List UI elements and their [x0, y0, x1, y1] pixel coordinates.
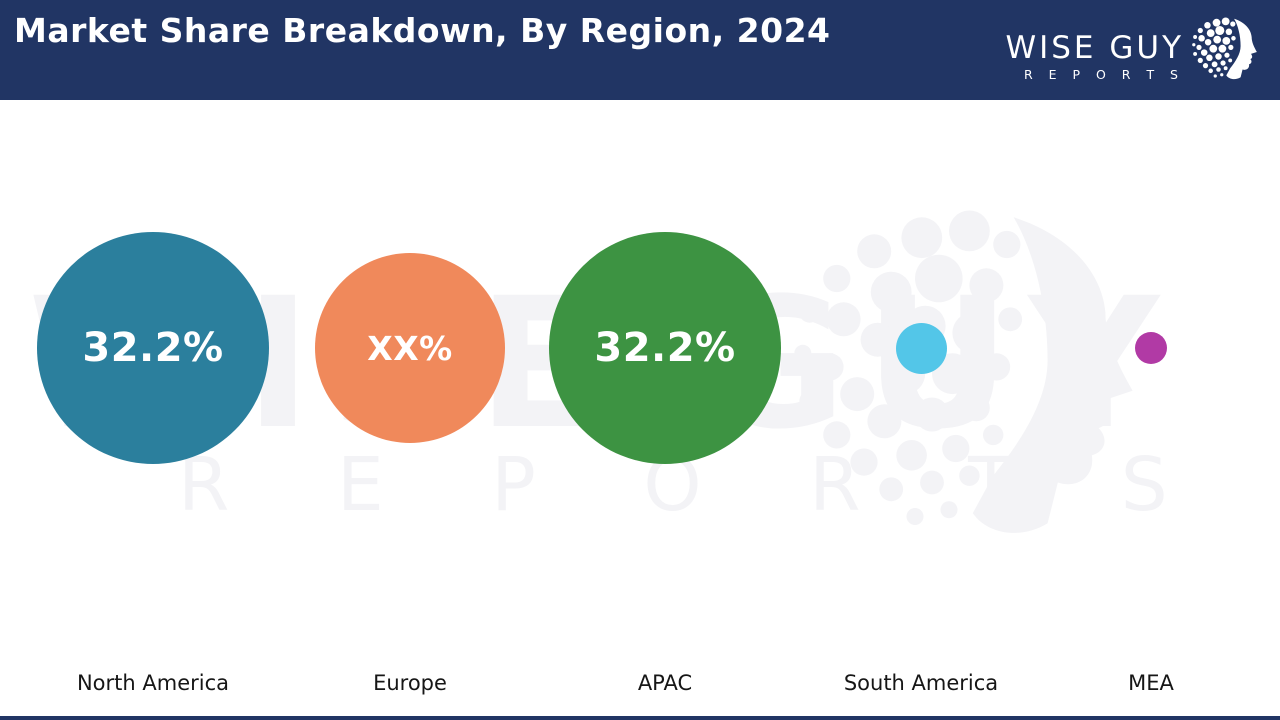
logo-subtitle: R E P O R T S	[1023, 67, 1184, 83]
category-label-north-america: North America	[76, 671, 230, 695]
page-title: Market Share Breakdown, By Region, 2024	[14, 11, 831, 50]
bubble-apac: 32.2%	[549, 232, 781, 464]
logo-name: WISE GUY	[1005, 29, 1184, 66]
footer-divider	[0, 716, 1280, 720]
bubble-value-label: XX%	[367, 328, 453, 368]
bubble-value-label: 32.2%	[594, 325, 736, 371]
bubble-europe: XX%	[315, 253, 505, 443]
bubble-north-america: 32.2%	[37, 232, 269, 464]
bubble-south-america	[895, 322, 947, 374]
logo-wordmark: WISE GUY R E P O R T S	[1005, 32, 1184, 83]
category-label-mea: MEA	[1128, 671, 1174, 695]
bubble-chart: WISE GUY R E P O R T S 32.2%North Americ…	[0, 100, 1280, 716]
header-bar: Market Share Breakdown, By Region, 2024 …	[0, 0, 1280, 100]
category-label-apac: APAC	[637, 671, 693, 695]
category-label-europe: Europe	[373, 671, 447, 695]
watermark-head-icon	[794, 210, 1133, 533]
bubble-value-label: 32.2%	[82, 325, 224, 371]
category-label-south-america: South America	[843, 671, 999, 695]
head-dots-icon	[1192, 17, 1257, 80]
bubble-mea	[1135, 332, 1167, 364]
wise-guy-logo: WISE GUY R E P O R T S	[1005, 0, 1280, 92]
